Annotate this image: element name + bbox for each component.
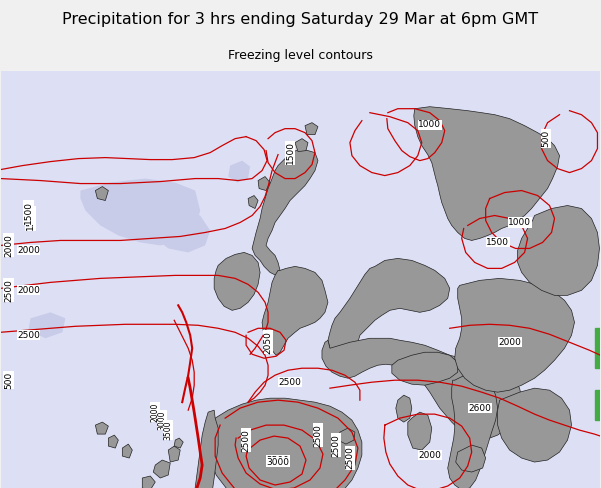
Polygon shape bbox=[414, 107, 560, 241]
Polygon shape bbox=[150, 210, 210, 252]
Text: 2500: 2500 bbox=[279, 378, 302, 386]
Polygon shape bbox=[262, 266, 328, 355]
Text: 1000: 1000 bbox=[508, 218, 531, 227]
Text: Precipitation for 3 hrs ending Saturday 29 Mar at 6pm GMT: Precipitation for 3 hrs ending Saturday … bbox=[63, 12, 538, 27]
Polygon shape bbox=[81, 179, 200, 245]
Text: Freezing level contours: Freezing level contours bbox=[228, 49, 373, 61]
Polygon shape bbox=[305, 122, 318, 135]
Polygon shape bbox=[142, 476, 155, 488]
Text: 2000: 2000 bbox=[418, 450, 441, 460]
Text: 2500: 2500 bbox=[17, 331, 40, 340]
Polygon shape bbox=[174, 438, 183, 448]
Polygon shape bbox=[96, 186, 108, 201]
Polygon shape bbox=[123, 444, 132, 458]
Text: 2000: 2000 bbox=[151, 403, 160, 422]
Polygon shape bbox=[396, 395, 412, 422]
Polygon shape bbox=[456, 445, 486, 472]
Text: 2500: 2500 bbox=[242, 428, 251, 451]
Polygon shape bbox=[338, 428, 355, 444]
Polygon shape bbox=[322, 338, 522, 440]
Text: 1500: 1500 bbox=[486, 238, 509, 247]
Text: 500: 500 bbox=[4, 371, 13, 389]
Polygon shape bbox=[392, 352, 458, 385]
Polygon shape bbox=[517, 205, 599, 295]
Text: 2000: 2000 bbox=[498, 338, 521, 347]
Polygon shape bbox=[455, 278, 575, 392]
Polygon shape bbox=[108, 215, 124, 228]
Polygon shape bbox=[153, 460, 170, 478]
Text: 3000: 3000 bbox=[266, 458, 290, 467]
Text: 2050: 2050 bbox=[264, 331, 273, 354]
Text: 1500: 1500 bbox=[24, 201, 33, 224]
Polygon shape bbox=[96, 422, 108, 434]
Text: 1500: 1500 bbox=[26, 207, 35, 230]
Text: 2000: 2000 bbox=[17, 246, 40, 255]
Polygon shape bbox=[328, 259, 450, 372]
Text: 500: 500 bbox=[541, 130, 550, 147]
Polygon shape bbox=[408, 412, 432, 450]
Polygon shape bbox=[108, 435, 118, 448]
Text: 2500: 2500 bbox=[331, 434, 340, 456]
Text: 1000: 1000 bbox=[418, 120, 441, 129]
Text: 2600: 2600 bbox=[468, 404, 491, 413]
Polygon shape bbox=[208, 398, 362, 488]
Polygon shape bbox=[214, 252, 260, 310]
Bar bbox=[596, 328, 600, 368]
Text: 3000: 3000 bbox=[157, 410, 166, 430]
Polygon shape bbox=[168, 446, 180, 462]
Polygon shape bbox=[498, 388, 572, 462]
Polygon shape bbox=[252, 149, 318, 275]
Text: 2000: 2000 bbox=[17, 286, 40, 295]
Polygon shape bbox=[28, 312, 66, 338]
Polygon shape bbox=[448, 375, 498, 488]
Bar bbox=[596, 390, 600, 420]
Text: 1500: 1500 bbox=[285, 141, 294, 164]
Text: 3500: 3500 bbox=[163, 420, 172, 440]
Polygon shape bbox=[194, 410, 218, 488]
Polygon shape bbox=[248, 196, 258, 208]
Text: 2000: 2000 bbox=[4, 234, 13, 257]
Polygon shape bbox=[258, 177, 270, 190]
Polygon shape bbox=[295, 139, 308, 152]
Text: 2500: 2500 bbox=[4, 279, 13, 302]
Text: 2500: 2500 bbox=[314, 424, 323, 447]
Text: 2500: 2500 bbox=[346, 447, 355, 469]
Text: 2500: 2500 bbox=[267, 456, 290, 465]
Polygon shape bbox=[228, 161, 250, 183]
